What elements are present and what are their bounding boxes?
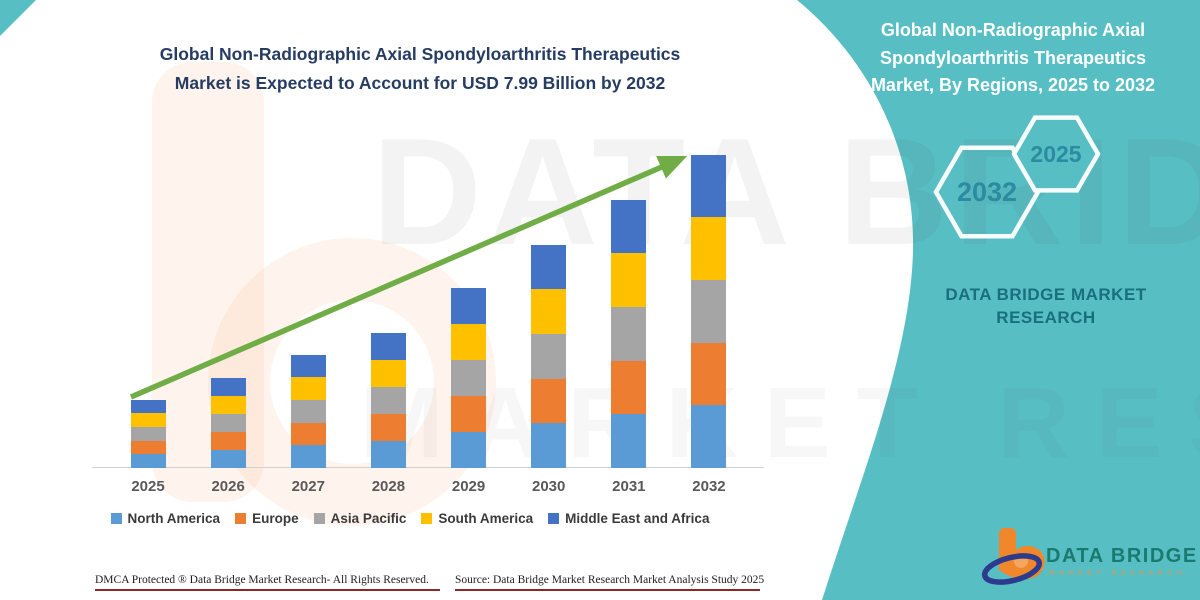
legend-item: Asia Pacific bbox=[313, 511, 407, 526]
bar-segment bbox=[691, 154, 727, 218]
legend-label: Europe bbox=[252, 511, 299, 526]
bar-segment bbox=[531, 423, 567, 468]
legend-item: South America bbox=[421, 511, 533, 526]
teal-panel-shape bbox=[797, 0, 1200, 600]
legend-label: South America bbox=[438, 511, 534, 526]
bar-segment bbox=[691, 405, 727, 468]
x-tick-label-2027: 2027 bbox=[291, 478, 325, 495]
x-axis-line bbox=[92, 467, 764, 468]
panel-brand-line2: RESEARCH bbox=[996, 308, 1096, 327]
bar-segment bbox=[210, 396, 246, 414]
legend-label: Middle East and Africa bbox=[565, 511, 710, 526]
chart-title-line1: Global Non-Radiographic Axial Spondyloar… bbox=[159, 44, 681, 64]
legend-item: Middle East and Africa bbox=[548, 511, 709, 526]
bar-segment bbox=[130, 440, 166, 455]
footer-underline-source bbox=[455, 589, 760, 591]
panel-heading-line2: Spondyloarthritis Therapeutics bbox=[879, 47, 1147, 68]
footer-underline-dmca bbox=[95, 589, 440, 591]
bar-segment bbox=[290, 399, 326, 423]
bar-segment bbox=[210, 414, 246, 432]
x-tick-label-2031: 2031 bbox=[612, 478, 646, 495]
bar-segment bbox=[210, 432, 246, 450]
legend-label: North America bbox=[127, 511, 221, 526]
legend-item: North America bbox=[110, 511, 221, 526]
legend-swatch-icon bbox=[235, 513, 247, 524]
bar-segment bbox=[290, 445, 326, 468]
stacked-bar-2032 bbox=[691, 154, 727, 468]
logo-sub-text: MARKET RESEARCH bbox=[1049, 570, 1187, 577]
x-tick-label-2030: 2030 bbox=[532, 478, 566, 495]
bar-segment bbox=[691, 217, 727, 280]
bar-segment bbox=[130, 454, 166, 468]
chart-title: Global Non-Radiographic Axial Spondyloar… bbox=[60, 40, 780, 98]
bar-segment bbox=[130, 426, 166, 441]
x-tick-label-2029: 2029 bbox=[451, 478, 486, 495]
legend-swatch-icon bbox=[110, 513, 122, 524]
legend-label: Asia Pacific bbox=[330, 511, 407, 526]
logo-name-text: DATA BRIDGE bbox=[1046, 545, 1198, 567]
x-tick-label-2028: 2028 bbox=[371, 478, 406, 495]
hexagon-2025-label: 2025 bbox=[1030, 141, 1082, 167]
legend-swatch-icon bbox=[313, 513, 325, 524]
bar-segment bbox=[290, 422, 326, 446]
panel-heading: Global Non-Radiographic Axial Spondyloar… bbox=[823, 17, 1200, 100]
legend-swatch-icon bbox=[548, 513, 560, 524]
x-tick-label-2032: 2032 bbox=[692, 478, 726, 495]
bar-segment bbox=[130, 399, 166, 414]
hexagon-2032-label: 2032 bbox=[956, 177, 1018, 207]
footer-dmca-text: DMCA Protected ® Data Bridge Market Rese… bbox=[95, 574, 429, 586]
hexagon-2025-outline bbox=[1011, 115, 1101, 193]
panel-heading-line3: Market, By Regions, 2025 to 2032 bbox=[870, 75, 1156, 95]
legend-swatch-icon bbox=[421, 513, 433, 524]
x-tick-label-2025: 2025 bbox=[131, 478, 165, 495]
x-tick-label-2026: 2026 bbox=[211, 478, 245, 495]
bar-segment bbox=[691, 279, 727, 343]
bar-segment bbox=[451, 396, 487, 432]
chart-title-line2: Market is Expected to Account for USD 7.… bbox=[174, 73, 666, 93]
bar-segment bbox=[451, 432, 487, 468]
panel-brand-line1: DATA BRIDGE MARKET bbox=[945, 285, 1147, 304]
corner-triangle-decoration bbox=[0, 0, 36, 36]
footer-source-text: Source: Data Bridge Market Research Mark… bbox=[455, 574, 765, 586]
logo-swoosh-ellipse bbox=[981, 553, 1043, 585]
bar-segment bbox=[130, 413, 166, 427]
chart-legend: North America Europe Asia Pacific South Ame… bbox=[40, 511, 780, 526]
bar-segment bbox=[611, 414, 647, 468]
hexagon-2032-outline bbox=[933, 145, 1041, 239]
bar-segment bbox=[370, 441, 406, 468]
legend-item: Europe bbox=[235, 511, 299, 526]
panel-heading-line1: Global Non-Radiographic Axial bbox=[880, 20, 1146, 40]
stacked-bar-2025 bbox=[130, 399, 166, 468]
bar-segment bbox=[210, 450, 246, 468]
bar-segment bbox=[370, 414, 406, 441]
bar-segment bbox=[691, 342, 727, 406]
panel-brand-text: DATA BRIDGE MARKET RESEARCH bbox=[896, 283, 1196, 329]
